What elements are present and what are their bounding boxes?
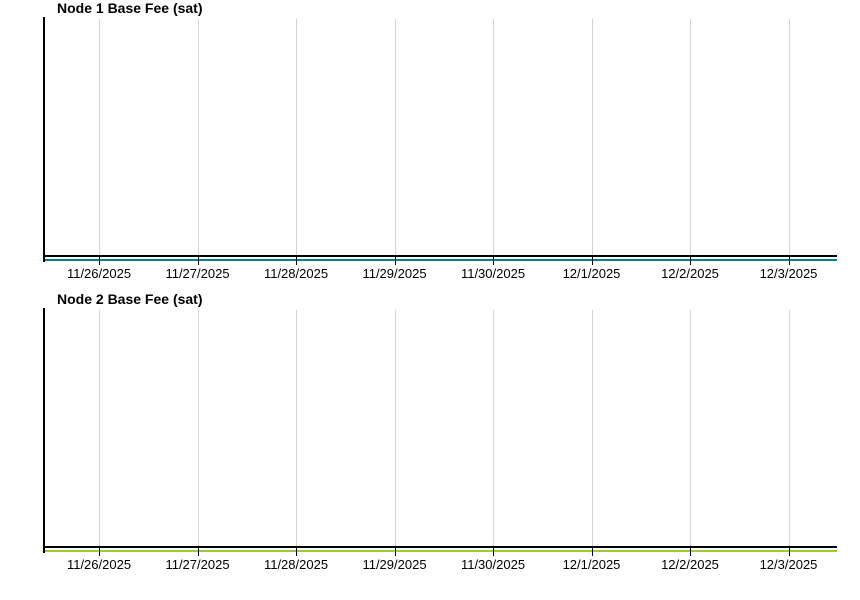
node2-base-fee-chart: Node 2 Base Fee (sat) 11/26/2025 11/27/2… bbox=[0, 291, 860, 576]
x-axis-label: 12/3/2025 bbox=[759, 266, 818, 281]
y-axis-tick bbox=[43, 548, 45, 553]
x-axis-label: 11/27/2025 bbox=[165, 266, 230, 281]
x-axis-label: 11/27/2025 bbox=[165, 557, 230, 572]
x-axis-label: 12/3/2025 bbox=[759, 557, 818, 572]
axis-tick bbox=[493, 257, 494, 265]
gridline bbox=[788, 310, 790, 546]
gridline bbox=[591, 310, 593, 546]
x-axis-label: 11/28/2025 bbox=[263, 266, 329, 281]
axis-tick bbox=[394, 257, 396, 265]
series-line-node1 bbox=[43, 259, 837, 261]
chart-title: Node 1 Base Fee (sat) bbox=[57, 0, 203, 16]
axis-tick bbox=[394, 548, 396, 556]
axis-tick bbox=[591, 548, 593, 556]
axis-tick bbox=[197, 548, 199, 556]
gridline bbox=[296, 310, 297, 546]
axis-tick bbox=[296, 257, 297, 265]
axis-tick bbox=[296, 548, 297, 556]
gridline bbox=[99, 310, 100, 546]
plot-area bbox=[43, 308, 837, 548]
gridline bbox=[197, 310, 199, 546]
x-axis-label: 12/2/2025 bbox=[661, 557, 719, 572]
gridline bbox=[690, 19, 691, 255]
x-axis-label: 11/30/2025 bbox=[460, 266, 526, 281]
series-line-node2 bbox=[43, 550, 837, 552]
x-axis-label: 11/28/2025 bbox=[263, 557, 329, 572]
axis-tick bbox=[493, 548, 494, 556]
gridline bbox=[591, 19, 593, 255]
x-axis-label: 11/26/2025 bbox=[66, 557, 132, 572]
axis-tick bbox=[99, 548, 100, 556]
axis-tick bbox=[788, 548, 790, 556]
axis-tick bbox=[788, 257, 790, 265]
gridline bbox=[493, 310, 494, 546]
gridline bbox=[99, 19, 100, 255]
axis-tick bbox=[591, 257, 593, 265]
x-axis-label: 11/29/2025 bbox=[362, 557, 427, 572]
plot-area bbox=[43, 17, 837, 257]
x-axis-label: 11/30/2025 bbox=[460, 557, 526, 572]
gridline bbox=[394, 310, 396, 546]
axis-tick bbox=[690, 548, 691, 556]
gridline bbox=[394, 19, 396, 255]
x-axis-label: 11/29/2025 bbox=[362, 266, 427, 281]
gridline bbox=[197, 19, 199, 255]
gridline bbox=[690, 310, 691, 546]
axis-tick bbox=[690, 257, 691, 265]
x-axis-label: 12/2/2025 bbox=[661, 266, 719, 281]
axis-tick bbox=[197, 257, 199, 265]
chart-title: Node 2 Base Fee (sat) bbox=[57, 291, 203, 307]
gridline bbox=[493, 19, 494, 255]
axis-tick bbox=[99, 257, 100, 265]
gridline bbox=[788, 19, 790, 255]
gridline bbox=[296, 19, 297, 255]
x-axis-label: 12/1/2025 bbox=[562, 557, 621, 572]
y-axis-tick bbox=[43, 257, 45, 262]
node1-base-fee-chart: Node 1 Base Fee (sat) 11/26/2025 11/27/2… bbox=[0, 0, 860, 285]
x-axis-label: 12/1/2025 bbox=[562, 266, 621, 281]
x-axis-label: 11/26/2025 bbox=[66, 266, 132, 281]
